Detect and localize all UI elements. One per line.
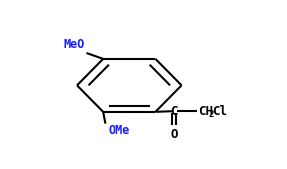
Text: O: O (170, 128, 178, 141)
Text: C: C (170, 105, 178, 118)
Text: Cl: Cl (212, 105, 227, 118)
Text: 2: 2 (208, 110, 214, 118)
Text: OMe: OMe (109, 124, 130, 137)
Text: CH: CH (198, 105, 213, 118)
Text: MeO: MeO (64, 38, 85, 51)
